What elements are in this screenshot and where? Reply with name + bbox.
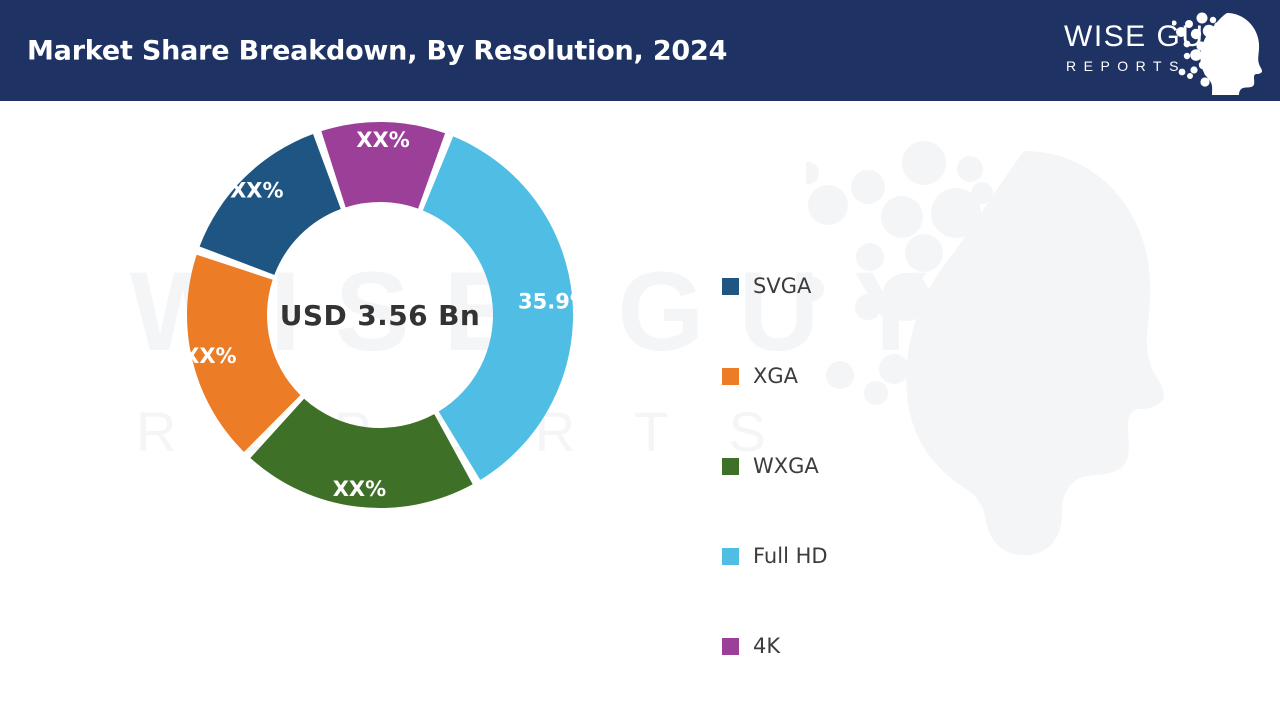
legend-swatch-xga xyxy=(722,367,739,385)
page-title: Market Share Breakdown, By Resolution, 2… xyxy=(27,35,728,66)
legend-label-svga: SVGA xyxy=(753,274,812,298)
legend-item-svga[interactable]: SVGA xyxy=(722,241,922,331)
legend-label-xga: XGA xyxy=(753,364,799,388)
legend-label-4k: 4K xyxy=(753,634,781,658)
donut-slice-svga[interactable] xyxy=(199,133,341,275)
slice-label-xga: XX% xyxy=(185,344,237,368)
donut-slice-xga[interactable] xyxy=(187,254,301,452)
legend-swatch-svga xyxy=(722,277,739,295)
legend-label-wxga: WXGA xyxy=(753,454,819,478)
logo-secondary-text: REPORTS xyxy=(1066,58,1186,74)
head-profile-dots-icon xyxy=(1172,12,1262,95)
legend-swatch-wxga xyxy=(722,457,739,475)
legend-item-full-hd[interactable]: Full HD xyxy=(722,511,922,601)
donut-slice-full-hd[interactable] xyxy=(422,136,573,480)
chart-area: WISE GUY REPORTS xyxy=(0,101,1280,720)
donut-slice-wxga[interactable] xyxy=(250,398,473,508)
donut-chart-svg: 35.9% XX% XX% XX% XX% xyxy=(185,122,575,508)
legend-item-wxga[interactable]: WXGA xyxy=(722,421,922,511)
legend-item-4k[interactable]: 4K xyxy=(722,601,922,691)
page-header: Market Share Breakdown, By Resolution, 2… xyxy=(0,0,1280,101)
legend-label-full-hd: Full HD xyxy=(753,544,828,568)
legend-item-xga[interactable]: XGA xyxy=(722,331,922,421)
slice-label-full-hd: 35.9% xyxy=(518,289,575,313)
slice-label-wxga: XX% xyxy=(333,477,386,501)
brand-logo: WISE GUY REPORTS xyxy=(1040,4,1272,98)
legend-swatch-4k xyxy=(722,637,739,655)
donut-slice-4k[interactable] xyxy=(321,122,446,209)
slice-label-4k: XX% xyxy=(356,128,409,152)
slice-label-svga: XX% xyxy=(230,179,283,203)
legend-swatch-full-hd xyxy=(722,547,739,565)
chart-legend: SVGA XGA WXGA Full HD 4K xyxy=(722,241,922,691)
donut-chart: 35.9%XX%XX%XX%XX% USD 3.56 Bn xyxy=(185,120,575,510)
